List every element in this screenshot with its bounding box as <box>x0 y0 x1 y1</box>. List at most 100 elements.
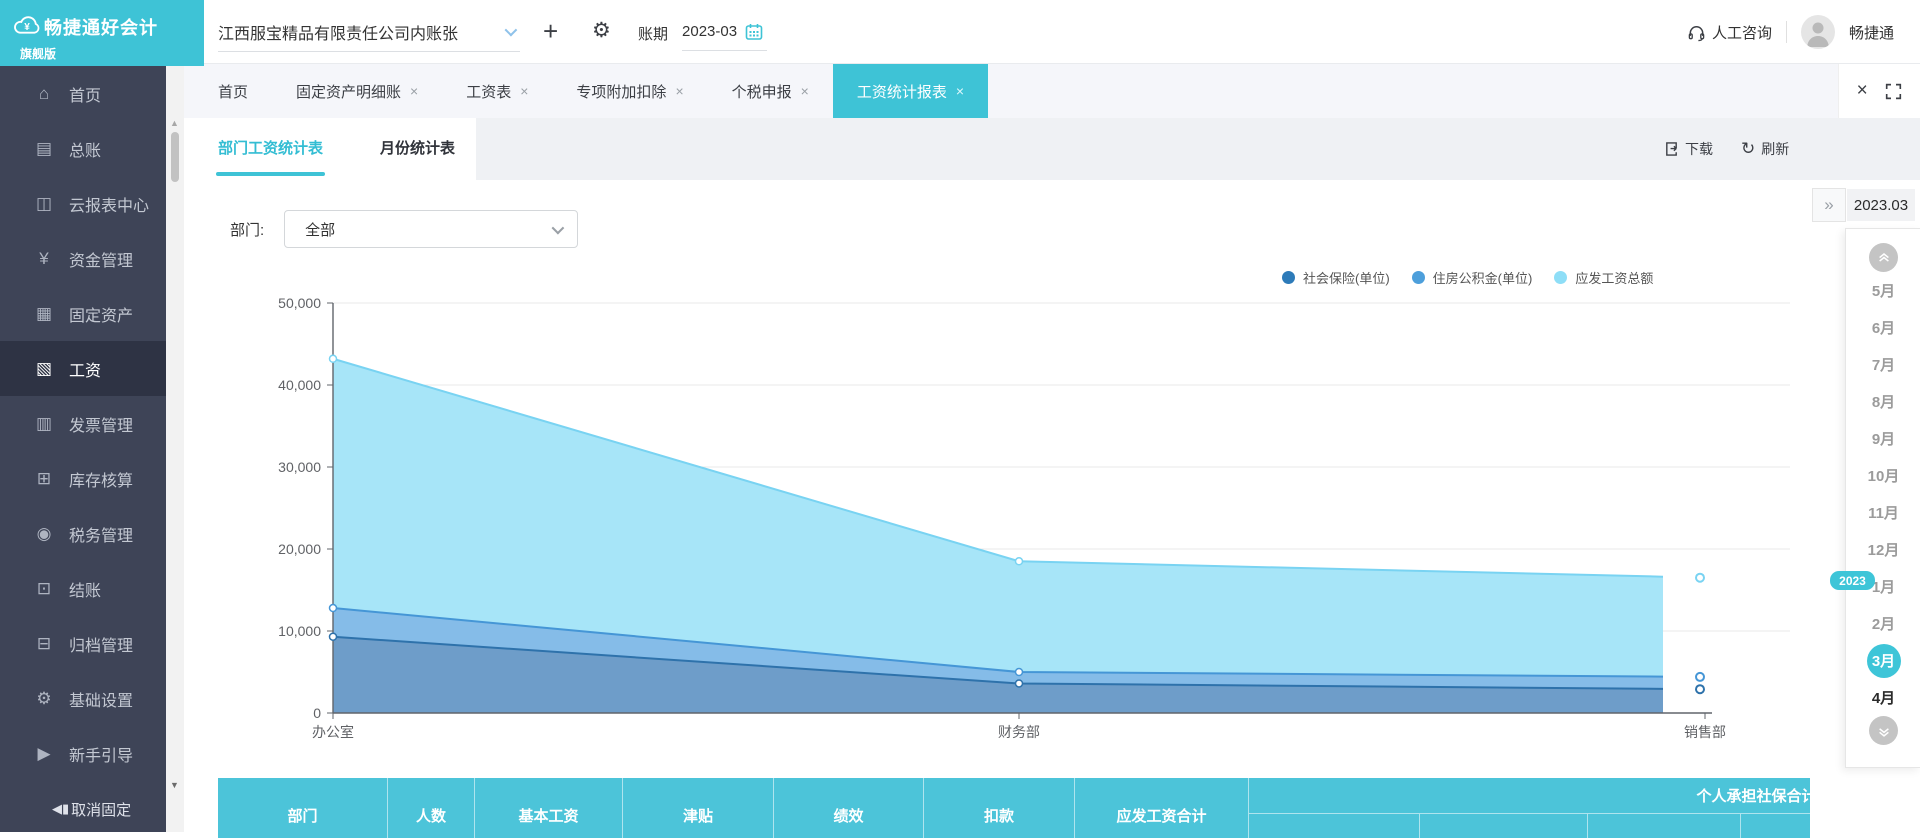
months-scroll-down-button[interactable] <box>1869 716 1898 745</box>
month-item-4月[interactable]: 4月 <box>1867 679 1901 716</box>
month-item-12月[interactable]: 12月 <box>1867 531 1901 568</box>
headset-icon <box>1687 23 1706 42</box>
period-value-button[interactable]: 2023-03 <box>682 16 767 51</box>
month-item-3月[interactable]: 3月 <box>1867 642 1901 679</box>
month-item-6月[interactable]: 6月 <box>1867 309 1901 346</box>
unpin-label: 取消固定 <box>71 799 131 820</box>
add-account-button[interactable]: + <box>543 16 558 46</box>
sidebar-item-总账[interactable]: ▤总账 <box>0 121 166 176</box>
svg-text:50,000: 50,000 <box>278 295 321 311</box>
month-item-5月[interactable]: 5月 <box>1867 272 1901 309</box>
current-period-chip[interactable]: 2023.03 <box>1847 189 1915 221</box>
sidebar-item-税务管理[interactable]: ◉税务管理 <box>0 506 166 561</box>
avatar[interactable] <box>1801 15 1835 49</box>
open-tabs-bar: 首页固定资产明细账×工资表×专项附加扣除×个税申报×工资统计报表× <box>184 64 1920 118</box>
collapse-month-panel-button[interactable]: » <box>1812 188 1846 222</box>
sidebar-item-label: 归档管理 <box>69 632 133 656</box>
sidebar-item-归档管理[interactable]: ⊟归档管理 <box>0 616 166 671</box>
chevron-down-icon <box>552 221 565 234</box>
refresh-button[interactable]: ↻ 刷新 <box>1741 139 1789 159</box>
refresh-icon: ↻ <box>1741 141 1755 157</box>
divider <box>1786 21 1787 43</box>
table-col-label: 应发工资合计 <box>1075 805 1248 826</box>
brand-title: 畅捷通好会计 <box>44 14 158 40</box>
legend-item-社会保险(单位)[interactable]: 社会保险(单位) <box>1282 268 1390 287</box>
cloud-report-icon: ◫ <box>34 194 54 214</box>
salary-table-header: 部门人数基本工资津贴绩效扣款应发工资合计个人承担社保合计 <box>218 778 1810 838</box>
company-selector[interactable]: 江西服宝精品有限责任公司内账张 <box>218 12 520 52</box>
sidebar-item-云报表中心[interactable]: ◫云报表中心 <box>0 176 166 231</box>
table-subheader-row <box>1249 813 1810 838</box>
fullscreen-icon[interactable] <box>1885 83 1902 100</box>
close-icon[interactable]: × <box>410 83 418 99</box>
tab-工资表[interactable]: 工资表 × <box>442 64 552 118</box>
month-item-9月[interactable]: 9月 <box>1867 420 1901 457</box>
table-col-label: 绩效 <box>774 805 923 826</box>
close-icon[interactable]: × <box>520 83 528 99</box>
subtab-月份统计表[interactable]: 月份统计表 <box>380 118 455 176</box>
sidebar-item-新手引导[interactable]: ▶新手引导 <box>0 726 166 781</box>
scrollbar-thumb[interactable] <box>171 132 179 182</box>
sidebar-item-label: 发票管理 <box>69 412 133 436</box>
month-item-8月[interactable]: 8月 <box>1867 383 1901 420</box>
month-item-11月[interactable]: 11月 <box>1867 494 1901 531</box>
sidebar-item-固定资产[interactable]: ▦固定资产 <box>0 286 166 341</box>
table-col-基本工资: 基本工资 <box>475 778 623 838</box>
inventory-icon: ⊞ <box>34 469 54 489</box>
legend-dot <box>1412 271 1425 284</box>
sidebar-item-基础设置[interactable]: ⚙基础设置 <box>0 671 166 726</box>
sidebar-item-库存核算[interactable]: ⊞库存核算 <box>0 451 166 506</box>
close-icon[interactable]: × <box>675 83 683 99</box>
human-consult-button[interactable]: 人工咨询 <box>1687 22 1772 43</box>
tab-个税申报[interactable]: 个税申报× <box>708 64 833 118</box>
sidebar-item-label: 固定资产 <box>69 302 133 326</box>
table-group-label: 个人承担社保合计 <box>1249 785 1810 806</box>
tab-专项附加扣除[interactable]: 专项附加扣除× <box>552 64 707 118</box>
salary-table: 部门人数基本工资津贴绩效扣款应发工资合计个人承担社保合计 <box>218 778 1810 838</box>
table-col-label: 基本工资 <box>475 805 622 826</box>
username[interactable]: 畅捷通 <box>1849 22 1894 43</box>
chevron-down-icon <box>505 24 518 37</box>
sidebar-item-发票管理[interactable]: ▥发票管理 <box>0 396 166 451</box>
tab-label: 固定资产明细账 <box>296 81 401 102</box>
month-item-10月[interactable]: 10月 <box>1867 457 1901 494</box>
months-scroll-up-button[interactable] <box>1869 243 1898 272</box>
sidebar-item-结账[interactable]: ⊡结账 <box>0 561 166 616</box>
scroll-up-arrow[interactable]: ▲ <box>170 118 179 128</box>
subtab-部门工资统计表[interactable]: 部门工资统计表 <box>218 118 323 176</box>
tab-label: 工资表 <box>466 81 511 102</box>
active-subtab-underline <box>216 172 325 176</box>
tab-固定资产明细账[interactable]: 固定资产明细账 × <box>272 64 442 118</box>
closing-icon: ⊡ <box>34 579 54 599</box>
sidebar-item-资金管理[interactable]: ¥资金管理 <box>0 231 166 286</box>
unpin-sidebar-button[interactable]: ◀▮ 取消固定 <box>0 786 166 832</box>
table-col-label: 津贴 <box>623 805 773 826</box>
sidebar-item-首页[interactable]: ⌂首页 <box>0 66 166 121</box>
close-icon[interactable]: × <box>801 83 809 99</box>
accounting-period: 账期 2023-03 <box>638 14 767 52</box>
tab-label: 首页 <box>218 81 248 102</box>
sidebar-item-label: 总账 <box>69 137 101 161</box>
month-item-7月[interactable]: 7月 <box>1867 346 1901 383</box>
funds-icon: ¥ <box>34 249 54 269</box>
scroll-down-arrow[interactable]: ▼ <box>170 780 179 790</box>
tab-工资统计报表[interactable]: 工资统计报表× <box>833 64 988 118</box>
subtab-label: 月份统计表 <box>380 137 455 158</box>
table-col-绩效: 绩效 <box>774 778 924 838</box>
tab-首页[interactable]: 首页 <box>194 64 272 118</box>
sidebar-item-工资[interactable]: ▧工资 <box>0 341 166 396</box>
sidebar-item-label: 基础设置 <box>69 687 133 711</box>
department-select[interactable]: 全部 <box>284 210 578 248</box>
legend-item-住房公积金(单位)[interactable]: 住房公积金(单位) <box>1412 268 1533 287</box>
gear-icon[interactable]: ⚙ <box>592 18 611 44</box>
legend-item-应发工资总额[interactable]: 应发工资总额 <box>1554 268 1653 287</box>
active-month-circle: 3月 <box>1867 644 1901 678</box>
close-all-tabs-icon[interactable]: × <box>1857 80 1868 102</box>
table-col-label: 人数 <box>388 805 474 826</box>
download-button[interactable]: 下载 <box>1664 139 1713 159</box>
close-icon[interactable]: × <box>956 83 964 99</box>
month-item-2月[interactable]: 2月 <box>1867 605 1901 642</box>
department-filter: 部门: 全部 <box>230 210 578 248</box>
table-col-人数: 人数 <box>388 778 475 838</box>
